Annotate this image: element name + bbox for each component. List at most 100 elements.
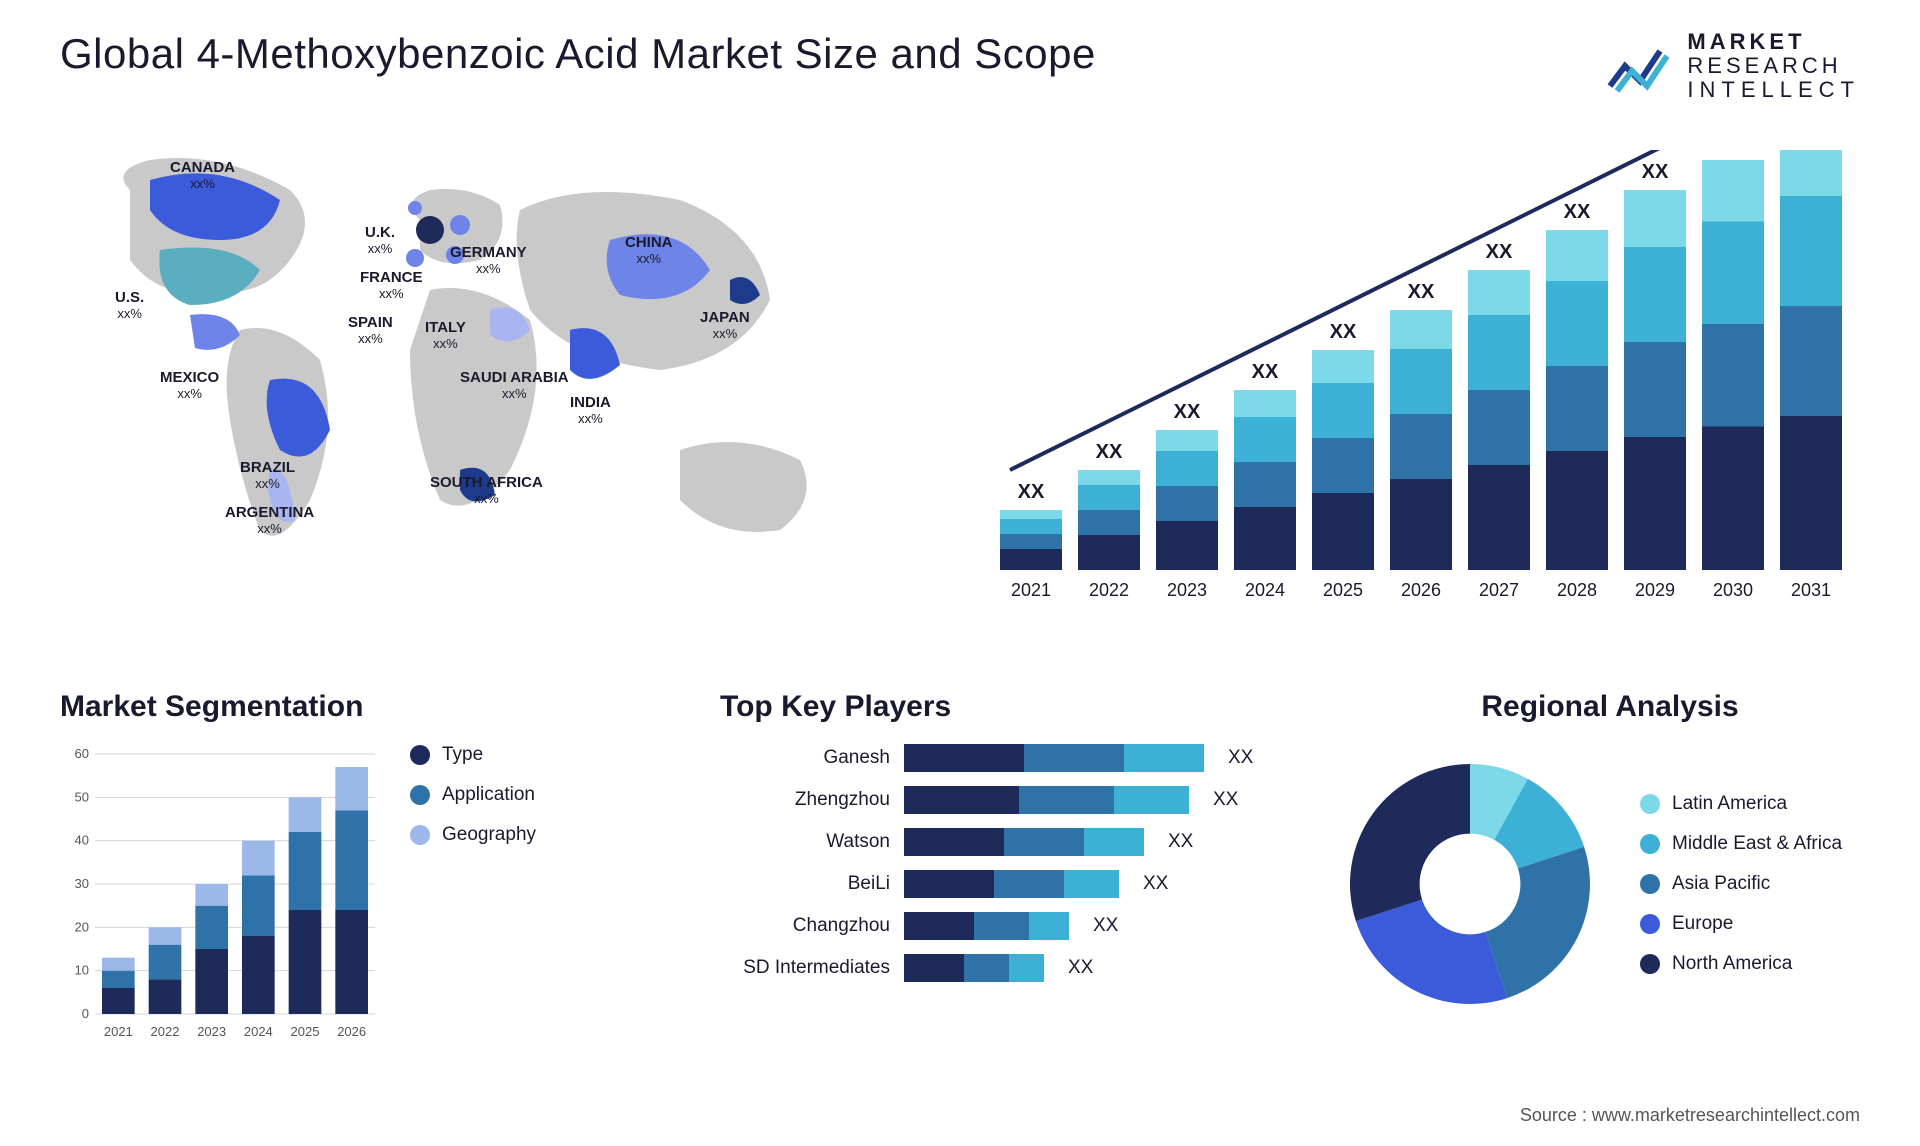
- growth-bar-year: 2027: [1479, 580, 1519, 600]
- growth-bar-seg: [1624, 190, 1686, 247]
- player-bar: [904, 786, 1189, 814]
- map-label-south-africa: SOUTH AFRICAxx%: [430, 475, 543, 506]
- growth-bar-seg: [1390, 310, 1452, 349]
- map-country-uk: [408, 201, 422, 215]
- player-name: Changzhou: [720, 915, 890, 937]
- map-label-mexico: MEXICOxx%: [160, 370, 219, 401]
- growth-bar-seg: [1312, 493, 1374, 570]
- growth-bar-seg: [1312, 383, 1374, 438]
- logo-line1: MARKET: [1687, 30, 1860, 54]
- growth-bar-seg: [1078, 510, 1140, 535]
- growth-bar-seg: [1702, 222, 1764, 325]
- donut-slice: [1356, 900, 1507, 1004]
- map-country-mexico: [190, 314, 240, 350]
- growth-bar-value: XX: [1720, 150, 1747, 153]
- player-row: Watson XX: [720, 828, 1280, 856]
- seg-legend-item: Geography: [410, 824, 536, 846]
- growth-chart-svg: XX2021XX2022XX2023XX2024XX2025XX2026XX20…: [990, 150, 1860, 610]
- player-name: BeiLi: [720, 873, 890, 895]
- legend-label: Geography: [442, 824, 536, 846]
- growth-bar-value: XX: [1096, 441, 1123, 463]
- player-value: XX: [1168, 831, 1193, 853]
- growth-bar-seg: [1624, 342, 1686, 437]
- growth-bar-value: XX: [1564, 201, 1591, 223]
- seg-bar-seg: [149, 945, 182, 980]
- growth-bar-seg: [1780, 306, 1842, 416]
- world-map: CANADAxx%U.S.xx%MEXICOxx%BRAZILxx%ARGENT…: [60, 130, 920, 610]
- legend-label: Europe: [1672, 913, 1733, 935]
- player-row: GaneshXX: [720, 744, 1280, 772]
- growth-bar-year: 2030: [1713, 580, 1753, 600]
- seg-ytick: 30: [75, 876, 89, 891]
- player-row: BeiLiXX: [720, 870, 1280, 898]
- growth-bar-year: 2029: [1635, 580, 1675, 600]
- growth-bar-seg: [1546, 281, 1608, 366]
- growth-bar-seg: [1468, 465, 1530, 570]
- brand-logo: MARKET RESEARCH INTELLECT: [1605, 30, 1860, 103]
- map-label-spain: SPAINxx%: [348, 315, 393, 346]
- regional-analysis-section: Regional Analysis Latin AmericaMiddle Ea…: [1330, 690, 1890, 1090]
- map-country-france: [416, 216, 444, 244]
- player-bar-seg: [904, 870, 994, 898]
- player-bar-seg: [1124, 744, 1204, 772]
- seg-ytick: 60: [75, 746, 89, 761]
- player-row: ZhengzhouXX: [720, 786, 1280, 814]
- players-title: Top Key Players: [720, 690, 1280, 724]
- page-title: Global 4-Methoxybenzoic Acid Market Size…: [60, 30, 1096, 78]
- growth-bar-seg: [1702, 427, 1764, 571]
- growth-bar-seg: [1624, 437, 1686, 570]
- logo-line2: RESEARCH: [1687, 54, 1860, 78]
- player-bar-seg: [1004, 828, 1084, 856]
- growth-bar-year: 2028: [1557, 580, 1597, 600]
- growth-bar-seg: [1312, 438, 1374, 493]
- segmentation-chart: 0102030405060202120222023202420252026: [60, 744, 380, 1044]
- players-list: GaneshXXZhengzhouXXWatsonXXBeiLiXXChangz…: [720, 744, 1280, 982]
- source-attribution: Source : www.marketresearchintellect.com: [1520, 1105, 1860, 1126]
- donut-slice: [1350, 764, 1470, 921]
- legend-label: Middle East & Africa: [1672, 833, 1842, 855]
- seg-ytick: 10: [75, 963, 89, 978]
- top-players-section: Top Key Players GaneshXXZhengzhouXXWatso…: [720, 690, 1280, 1090]
- player-bar-seg: [1114, 786, 1189, 814]
- growth-bar-seg: [1546, 451, 1608, 570]
- seg-bar-seg: [242, 875, 275, 936]
- legend-dot-icon: [410, 745, 430, 765]
- seg-ytick: 50: [75, 789, 89, 804]
- player-name: Ganesh: [720, 747, 890, 769]
- growth-bar-seg: [1078, 470, 1140, 485]
- seg-bar-seg: [195, 906, 228, 949]
- seg-bar-seg: [335, 767, 368, 810]
- player-value: XX: [1068, 957, 1093, 979]
- regional-legend-item: Latin America: [1640, 793, 1842, 815]
- player-bar-seg: [1064, 870, 1119, 898]
- header: Global 4-Methoxybenzoic Acid Market Size…: [60, 30, 1860, 103]
- seg-ytick: 20: [75, 919, 89, 934]
- seg-bar-seg: [195, 884, 228, 906]
- growth-bar-seg: [1000, 534, 1062, 549]
- seg-bar-seg: [335, 910, 368, 1014]
- legend-label: Application: [442, 784, 535, 806]
- map-label-india: INDIAxx%: [570, 395, 611, 426]
- map-country-spain: [406, 249, 424, 267]
- player-bar: [904, 954, 1044, 982]
- legend-dot-icon: [1640, 914, 1660, 934]
- player-bar-seg: [1084, 828, 1144, 856]
- legend-dot-icon: [1640, 794, 1660, 814]
- player-value: XX: [1093, 915, 1118, 937]
- player-bar-seg: [974, 912, 1029, 940]
- player-value: XX: [1213, 789, 1238, 811]
- player-bar-seg: [904, 828, 1004, 856]
- map-label-saudi-arabia: SAUDI ARABIAxx%: [460, 370, 569, 401]
- growth-bar-value: XX: [1252, 361, 1279, 383]
- regional-legend: Latin AmericaMiddle East & AfricaAsia Pa…: [1640, 793, 1842, 975]
- player-name: Watson: [720, 831, 890, 853]
- map-label-brazil: BRAZILxx%: [240, 460, 295, 491]
- growth-bar-seg: [1624, 247, 1686, 342]
- growth-bar-seg: [1780, 150, 1842, 196]
- growth-bar-year: 2026: [1401, 580, 1441, 600]
- growth-bar-seg: [1156, 486, 1218, 521]
- seg-bar-seg: [102, 958, 135, 971]
- legend-dot-icon: [1640, 874, 1660, 894]
- growth-bar-value: XX: [1408, 281, 1435, 303]
- donut-slice: [1486, 847, 1590, 998]
